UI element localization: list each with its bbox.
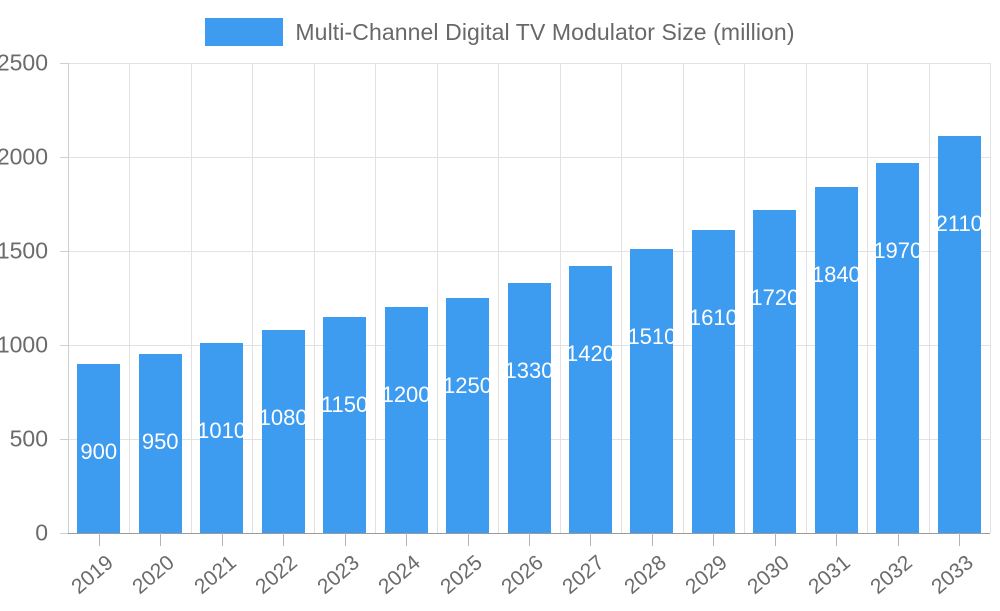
y-tick-label-500: 500	[9, 425, 48, 452]
bar-2026[interactable]	[507, 282, 551, 533]
bar-2030[interactable]	[753, 209, 797, 533]
legend-swatch-icon	[205, 18, 284, 46]
gridline-x-10	[683, 63, 684, 533]
gridline-x-2	[191, 63, 192, 533]
bar-2022[interactable]	[261, 329, 305, 533]
x-tick-mark-2025	[468, 533, 469, 546]
bar-2024[interactable]	[384, 307, 428, 533]
x-tick-mark-2023	[345, 533, 346, 546]
x-tick-mark-2031	[836, 533, 837, 546]
gridline-x-9	[621, 63, 622, 533]
bar-2021[interactable]	[200, 343, 244, 533]
bar-2028[interactable]	[630, 249, 674, 533]
legend-item-0[interactable]: Multi-Channel Digital TV Modulator Size …	[205, 18, 794, 46]
x-tick-label-2026: 2026	[497, 551, 548, 599]
x-tick-label-2033: 2033	[927, 551, 979, 599]
x-tick-mark-2021	[222, 533, 223, 546]
x-tick-mark-2028	[652, 533, 653, 546]
x-tick-mark-2033	[959, 533, 960, 546]
y-tick-label-2500: 2500	[0, 49, 48, 76]
bar-2027[interactable]	[568, 266, 612, 533]
gridline-y-2000	[68, 157, 990, 158]
gridline-x-15	[990, 63, 991, 533]
x-tick-label-2025: 2025	[435, 551, 487, 599]
plot-area: 900 950 1010 1080 1150 1200 1250 1330 1420 1510 16…	[0, 50, 991, 599]
gridline-x-12	[806, 63, 807, 533]
y-tick-mark-500	[60, 439, 68, 440]
x-tick-mark-2026	[529, 533, 530, 546]
gridline-x-3	[252, 63, 253, 533]
gridline-x-6	[437, 63, 438, 533]
gridline-x-5	[375, 63, 376, 533]
plot-top-border	[68, 63, 990, 64]
x-tick-mark-2019	[99, 533, 100, 546]
x-tick-label-2023: 2023	[312, 551, 364, 599]
x-tick-mark-2027	[590, 533, 591, 546]
x-tick-mark-2022	[283, 533, 284, 546]
legend-label: Multi-Channel Digital TV Modulator Size …	[295, 18, 795, 45]
bar-2032[interactable]	[876, 162, 920, 533]
y-tick-mark-2500	[60, 63, 68, 64]
bar-2019[interactable]	[77, 363, 121, 533]
gridline-x-11	[744, 63, 745, 533]
x-tick-mark-2032	[898, 533, 899, 546]
gridline-x-14	[929, 63, 930, 533]
y-tick-mark-2000	[60, 157, 68, 158]
x-tick-label-2024: 2024	[374, 551, 425, 599]
x-tick-label-2021: 2021	[189, 551, 241, 599]
x-tick-mark-2020	[160, 533, 161, 546]
bar-2023[interactable]	[323, 316, 367, 533]
x-tick-label-2027: 2027	[558, 551, 610, 599]
y-tick-mark-1500	[60, 251, 68, 252]
x-tick-label-2028: 2028	[620, 551, 671, 599]
bar-2025[interactable]	[446, 298, 490, 533]
x-tick-mark-2024	[406, 533, 407, 546]
gridline-x-13	[867, 63, 868, 533]
gridline-x-8	[560, 63, 561, 533]
y-tick-label-0: 0	[35, 519, 48, 546]
y-tick-label-2000: 2000	[0, 143, 48, 170]
x-tick-label-2022: 2022	[251, 551, 302, 599]
x-tick-label-2031: 2031	[804, 551, 856, 599]
bar-2033[interactable]	[937, 136, 981, 533]
bar-2029[interactable]	[691, 230, 735, 533]
y-tick-mark-0	[60, 533, 68, 534]
x-tick-label-2020: 2020	[128, 551, 179, 599]
chart-legend: Multi-Channel Digital TV Modulator Size …	[0, 14, 1000, 50]
gridline-x-7	[498, 63, 499, 533]
bar-2031[interactable]	[814, 187, 858, 533]
gridline-x-1	[129, 63, 130, 533]
x-tick-mark-2029	[713, 533, 714, 546]
x-tick-label-2019: 2019	[66, 551, 118, 599]
x-tick-label-2030: 2030	[743, 551, 794, 599]
x-tick-mark-2030	[775, 533, 776, 546]
x-tick-label-2029: 2029	[681, 551, 733, 599]
y-axis-line	[68, 63, 69, 533]
bar-2020[interactable]	[138, 354, 182, 533]
y-tick-mark-1000	[60, 345, 68, 346]
gridline-y-1500	[68, 251, 990, 252]
y-tick-label-1000: 1000	[0, 331, 48, 358]
x-tick-label-2032: 2032	[866, 551, 917, 599]
gridline-x-4	[314, 63, 315, 533]
y-tick-label-1500: 1500	[0, 237, 48, 264]
